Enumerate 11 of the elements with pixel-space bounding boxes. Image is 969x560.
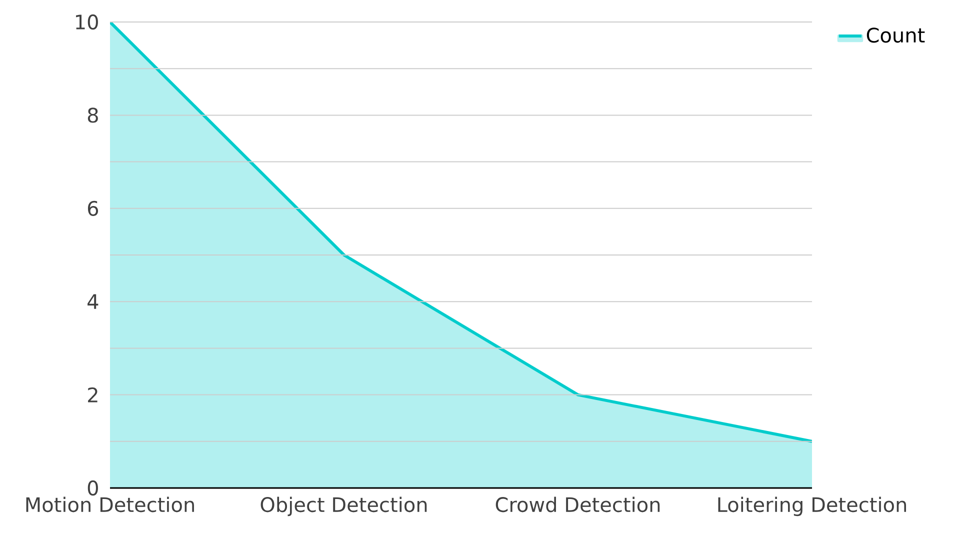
legend-label: Count <box>866 28 925 43</box>
y-tick-label: 4 <box>88 294 98 309</box>
y-tick-label: 6 <box>88 200 98 216</box>
x-tick-label: Crowd Detection <box>496 496 660 512</box>
x-tick-label: Motion Detection <box>26 496 194 512</box>
x-tick-label: Loitering Detection <box>718 496 906 516</box>
y-tick-label: 2 <box>88 387 98 402</box>
y-tick-label: 0 <box>88 480 98 496</box>
x-tick-label: Object Detection <box>260 496 427 516</box>
y-tick-label: 10 <box>76 14 98 30</box>
y-tick-label: 8 <box>88 108 98 123</box>
